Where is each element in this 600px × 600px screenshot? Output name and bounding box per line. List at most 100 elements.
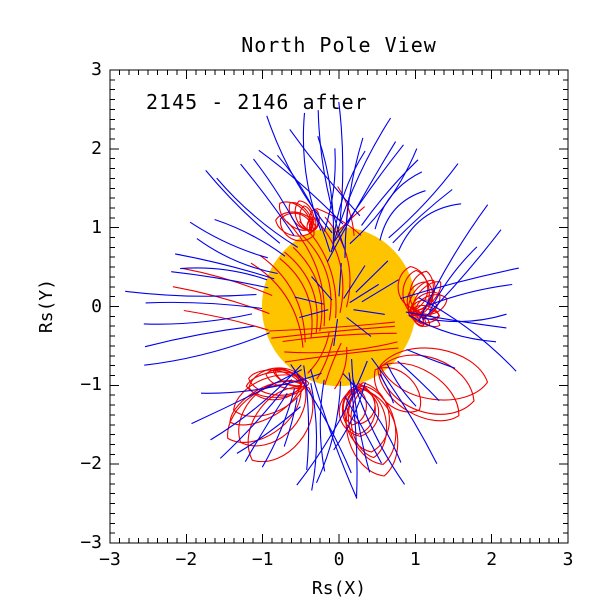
closed-field-line: [294, 200, 315, 232]
closed-field-line: [271, 325, 395, 339]
open-field-line: [283, 398, 298, 447]
open-field-line: [276, 154, 331, 252]
closed-field-line: [269, 321, 395, 332]
open-field-line: [418, 204, 489, 322]
open-field-line: [348, 372, 358, 499]
open-field-line: [332, 150, 366, 242]
open-field-line: [310, 382, 318, 491]
open-field-line: [361, 159, 419, 226]
open-field-line: [374, 171, 423, 230]
open-field-line: [398, 203, 462, 252]
closed-field-line: [324, 216, 351, 308]
y-tick-label: 2: [91, 137, 102, 159]
open-field-line: [317, 110, 345, 248]
open-field-line: [388, 163, 459, 239]
open-field-line: [216, 177, 298, 248]
open-field-line: [353, 309, 385, 315]
closed-field-line: [172, 286, 270, 315]
closed-field-line: [397, 265, 429, 311]
open-field-line: [355, 260, 389, 293]
open-field-line: [240, 163, 295, 236]
open-field-line: [145, 301, 263, 310]
open-field-line: [323, 148, 336, 232]
open-field-line: [214, 218, 286, 257]
open-field-line: [317, 136, 335, 250]
open-field-line: [219, 379, 293, 459]
open-field-line: [316, 381, 342, 484]
open-field-line: [244, 392, 288, 462]
open-field-line: [125, 290, 257, 297]
open-field-line: [400, 267, 519, 300]
x-tick-label: 1: [409, 549, 421, 570]
open-field-line: [261, 388, 296, 468]
open-field-line: [303, 365, 310, 470]
closed-field-line: [345, 388, 399, 477]
open-field-line: [296, 360, 368, 486]
closed-field-line: [378, 354, 475, 415]
open-field-line: [333, 319, 339, 346]
open-field-line: [180, 267, 268, 281]
y-axis-label: Rs(Y): [36, 278, 57, 334]
closed-field-line: [347, 384, 397, 465]
closed-field-line: [284, 251, 318, 333]
closed-field-line: [350, 388, 388, 459]
closed-field-line: [300, 233, 332, 321]
open-field-line: [352, 378, 406, 485]
y-tick-label: 3: [91, 59, 102, 80]
y-tick-label: 1: [91, 216, 102, 238]
closed-field-line: [183, 309, 269, 331]
closed-field-line: [308, 208, 320, 232]
open-field-line: [361, 279, 399, 303]
closed-field-line: [282, 332, 397, 343]
open-field-line: [408, 314, 497, 343]
open-field-line: [333, 382, 366, 451]
plot-title: North Pole View: [241, 33, 437, 57]
open-field-line: [302, 112, 322, 231]
open-field-line: [289, 129, 361, 217]
open-field-line: [258, 149, 344, 225]
closed-field-line: [279, 201, 312, 231]
open-field-line: [196, 238, 278, 275]
closed-field-line: [275, 211, 317, 237]
closed-field-line: [407, 279, 436, 317]
sun-disk: [261, 226, 417, 387]
closed-field-line: [334, 346, 348, 390]
closed-field-line: [379, 347, 489, 401]
open-field-line: [343, 265, 366, 299]
open-field-line: [191, 369, 302, 425]
closed-field-line: [259, 254, 306, 343]
closed-field-line: [337, 186, 355, 236]
open-field-line: [405, 311, 507, 329]
closed-field-line: [284, 341, 398, 354]
x-tick-label: 3: [562, 549, 574, 570]
open-field-line: [189, 221, 268, 259]
open-field-line: [342, 373, 402, 463]
open-field-line: [253, 158, 302, 236]
open-field-line: [371, 357, 438, 465]
open-field-line: [319, 379, 326, 472]
open-field-line: [338, 263, 342, 297]
open-field-line: [429, 246, 478, 312]
y-tick-label: −1: [80, 374, 102, 396]
open-field-line: [311, 276, 333, 301]
open-field-line: [406, 348, 456, 369]
open-field-line: [171, 271, 269, 289]
closed-field-line: [284, 347, 399, 363]
open-field-line: [144, 325, 255, 348]
closed-field-line: [286, 221, 326, 327]
open-field-line: [351, 358, 371, 473]
closed-field-line: [338, 386, 380, 437]
open-field-line: [210, 364, 302, 441]
open-field-line: [205, 170, 281, 244]
closed-field-line: [247, 386, 314, 463]
x-tick-label: −1: [251, 549, 274, 570]
open-field-line: [290, 364, 352, 474]
open-field-line: [422, 229, 502, 321]
closed-field-line: [315, 218, 344, 314]
open-field-line: [334, 144, 404, 241]
open-field-line: [299, 309, 329, 319]
y-tick-label: −2: [80, 453, 102, 475]
open-field-line: [174, 253, 275, 280]
y-tick-label: 0: [91, 295, 102, 317]
